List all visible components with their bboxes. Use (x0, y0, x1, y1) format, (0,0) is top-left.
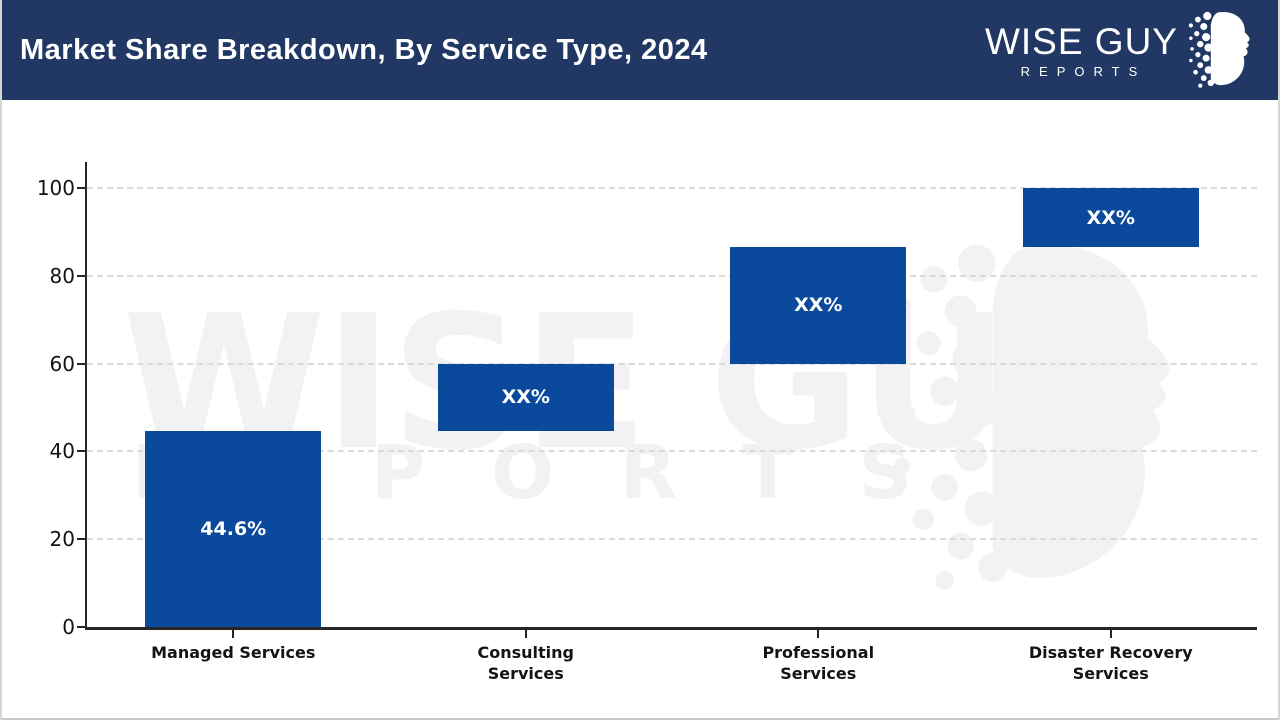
x-tick-mark (817, 630, 820, 638)
page-title: Market Share Breakdown, By Service Type,… (20, 33, 708, 66)
y-axis-line (85, 162, 87, 627)
report-header: Market Share Breakdown, By Service Type,… (2, 0, 1278, 100)
category-label-line: Professional (762, 643, 875, 662)
category-label-disaster-recovery-services: Disaster Recovery Services (965, 642, 1258, 684)
y-tick-label: 80 (49, 263, 75, 288)
gridline-60 (87, 362, 1257, 365)
gridline-40 (87, 450, 1257, 453)
bar-value-label-consulting-services: XX% (501, 386, 550, 409)
gridline-80 (87, 274, 1257, 277)
y-tick-label: 20 (49, 527, 75, 552)
y-tick-label: 0 (62, 615, 75, 639)
y-tick-label: 60 (49, 351, 75, 376)
x-tick-mark (1109, 630, 1112, 638)
x-tick-mark (232, 630, 235, 638)
category-label-managed-services: Managed Services (87, 642, 380, 663)
logo-wordmark: WISE GUY (984, 20, 1178, 62)
logo-subtitle: REPORTS (1020, 63, 1147, 79)
bar-disaster-recovery-services: XX% (1022, 188, 1199, 248)
y-tick-mark (77, 626, 86, 628)
y-tick-mark (77, 538, 86, 541)
y-tick-mark (77, 274, 86, 277)
category-label-line: Consulting (477, 643, 575, 662)
category-label-line: Services (1072, 664, 1149, 683)
y-tick-label: 100 (36, 176, 75, 200)
category-label-consulting-services: Consulting Services (380, 642, 673, 684)
x-tick-mark (524, 630, 527, 638)
y-tick-label: 40 (49, 439, 75, 464)
bar-value-label-disaster-recovery-services: XX% (1086, 206, 1135, 229)
wiseguy-logo-text: WISE GUY REPORTS (985, 23, 1178, 78)
bar-value-label-professional-services: XX% (794, 294, 843, 317)
bar-value-label-managed-services: 44.6% (200, 518, 267, 541)
category-label-line: Services (780, 664, 857, 683)
category-label-line: Managed Services (151, 643, 316, 662)
bar-professional-services: XX% (730, 247, 907, 364)
wiseguy-logo: WISE GUY REPORTS (985, 9, 1256, 91)
category-label-professional-services: Professional Services (672, 642, 965, 684)
y-tick-mark (77, 450, 86, 453)
category-label-line: Disaster Recovery (1028, 643, 1193, 662)
gridline-100 (87, 187, 1257, 189)
y-tick-mark (77, 362, 86, 365)
bar-managed-services: 44.6% (145, 431, 322, 627)
bar-consulting-services: XX% (437, 363, 614, 432)
wiseguy-face-icon (1188, 11, 1250, 88)
x-axis-line (85, 627, 1257, 630)
watermark-face-icon (892, 244, 1170, 590)
y-tick-mark (77, 187, 86, 189)
chart-canvas: WISE GUY R E P O R T S 0 20 40 60 80 100 44.6%… (2, 100, 1278, 718)
category-label-line: Services (487, 664, 564, 683)
gridline-20 (87, 538, 1257, 541)
